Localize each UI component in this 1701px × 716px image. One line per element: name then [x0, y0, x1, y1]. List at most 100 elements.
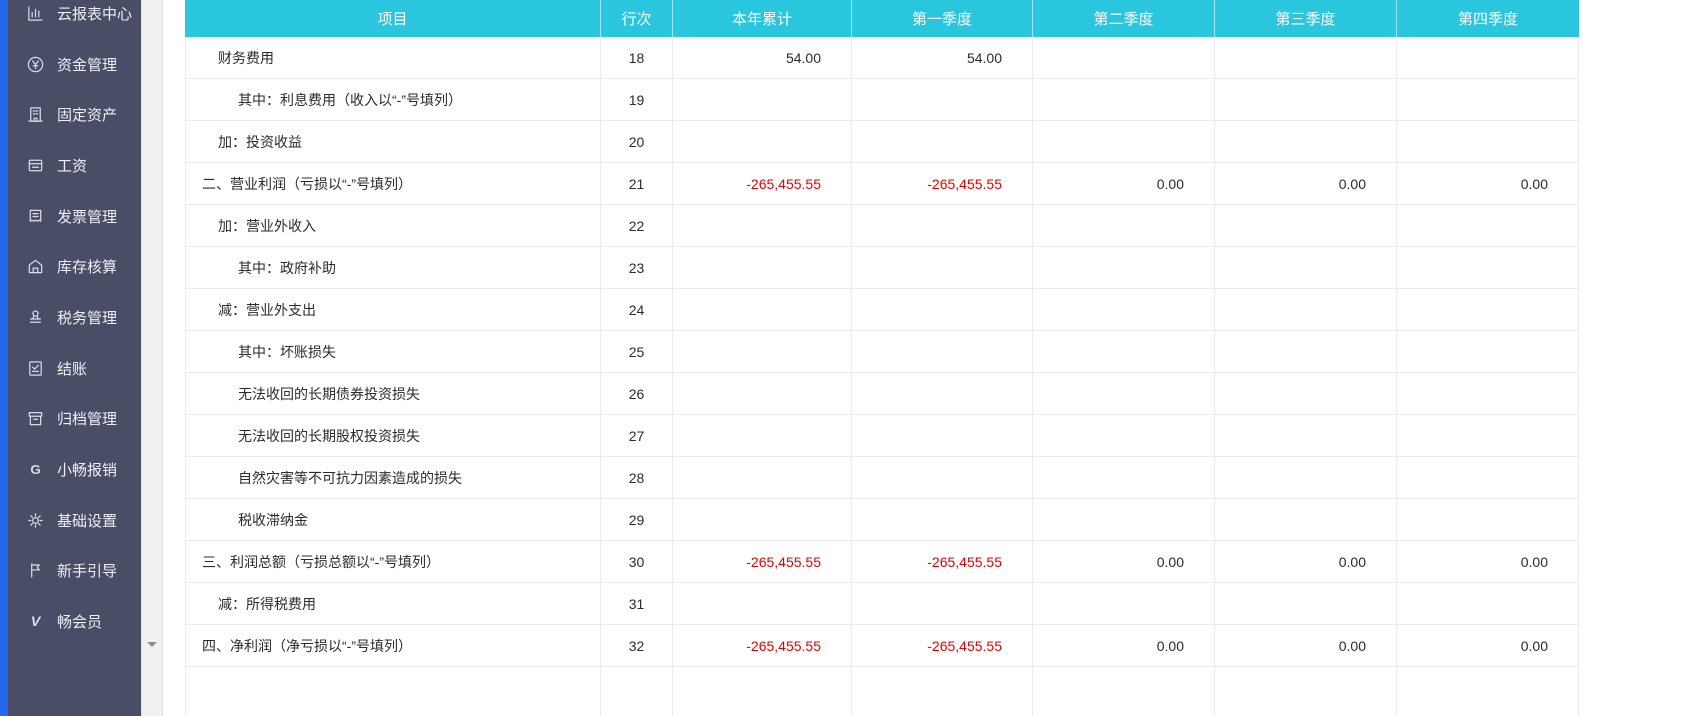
- cell-line-number: 29: [600, 499, 672, 540]
- table-row: 税收滞纳金 29: [185, 499, 1579, 541]
- cell-line-number: 18: [600, 37, 672, 78]
- cell-q1: [851, 583, 1032, 624]
- cell-q4: [1396, 289, 1579, 330]
- sidebar-item-label: 基础设置: [57, 512, 118, 530]
- column-header: 项目: [377, 11, 408, 28]
- guide-flag-icon: [25, 561, 45, 581]
- column-header: 第四季度: [1396, 0, 1579, 37]
- cell-q1: [851, 79, 1032, 120]
- cell-empty: [851, 667, 1032, 716]
- cell-q4: [1396, 415, 1579, 456]
- cell-ytd: -265,455.55: [672, 541, 851, 582]
- table-row: 其中：利息费用（收入以“-”号填列） 19: [185, 79, 1579, 121]
- cell-q4: [1396, 37, 1579, 78]
- cell-line-number: 25: [600, 331, 672, 372]
- closing-doc-icon: [25, 358, 45, 378]
- cell-q4: 0.00: [1396, 163, 1579, 204]
- sidebar-item-bar-chart[interactable]: 云报表中心: [8, 0, 141, 39]
- cell-q4: [1396, 331, 1579, 372]
- cell-empty: [185, 667, 600, 716]
- cell-q1: -265,455.55: [851, 541, 1032, 582]
- sidebar-item-gear[interactable]: 基础设置: [8, 495, 141, 546]
- sidebar-item-guide-flag[interactable]: 新手引导: [8, 546, 141, 597]
- cell-item: 减：所得税费用: [185, 583, 600, 624]
- cell-q2: 0.00: [1032, 541, 1214, 582]
- table-row: 减：营业外支出 24: [185, 289, 1579, 331]
- column-header: 第二季度: [1032, 0, 1214, 37]
- cell-item: 无法收回的长期股权投资损失: [185, 415, 600, 456]
- cell-line-number: 31: [600, 583, 672, 624]
- sidebar-item-warehouse[interactable]: 库存核算: [8, 241, 141, 292]
- sidebar-item-salary-card[interactable]: 工资: [8, 140, 141, 191]
- table-row-filler: [185, 667, 1579, 716]
- cell-ytd: [672, 247, 851, 288]
- cell-q2: [1032, 415, 1214, 456]
- cell-q3: [1214, 373, 1396, 414]
- table-row: 三、利润总额（亏损总额以“-”号填列） 30 -265,455.55 -265,455…: [185, 541, 1579, 583]
- cell-q3: 0.00: [1214, 541, 1396, 582]
- cell-q1: [851, 457, 1032, 498]
- cell-q3: [1214, 247, 1396, 288]
- sidebar-item-yuan-circle[interactable]: 资金管理: [8, 39, 141, 90]
- cell-q2: [1032, 331, 1214, 372]
- sidebar-item-invoice[interactable]: 发票管理: [8, 191, 141, 242]
- sidebar-item-v-logo[interactable]: V 畅会员: [8, 596, 141, 647]
- sidebar-item-label: 资金管理: [57, 56, 118, 74]
- cell-item: 财务费用: [185, 37, 600, 78]
- cell-q2: [1032, 247, 1214, 288]
- cell-q1: [851, 289, 1032, 330]
- warehouse-icon: [25, 257, 45, 277]
- sidebar-item-closing-doc[interactable]: 结账: [8, 343, 141, 394]
- cell-ytd: [672, 583, 851, 624]
- svg-text:G: G: [30, 462, 40, 477]
- cell-q4: [1396, 205, 1579, 246]
- cell-q1: [851, 205, 1032, 246]
- cell-empty: [1396, 667, 1579, 716]
- sidebar-scrollbar[interactable]: [141, 0, 163, 716]
- cell-ytd: [672, 373, 851, 414]
- cell-q1: [851, 247, 1032, 288]
- sidebar-item-archive-box[interactable]: 归档管理: [8, 394, 141, 445]
- invoice-icon: [25, 206, 45, 226]
- sidebar-item-g-logo[interactable]: G 小畅报销: [8, 444, 141, 495]
- sidebar-item-label: 归档管理: [57, 411, 118, 429]
- tax-stamp-icon: [25, 307, 45, 327]
- gear-icon: [25, 510, 45, 530]
- cell-line-number: 30: [600, 541, 672, 582]
- cell-q3: [1214, 37, 1396, 78]
- cell-q3: [1214, 79, 1396, 120]
- cell-ytd: [672, 289, 851, 330]
- scrollbar-down-button[interactable]: [142, 634, 162, 654]
- cell-line-number: 22: [600, 205, 672, 246]
- cell-item: 四、净利润（净亏损以“-”号填列）: [185, 625, 600, 666]
- sidebar-item-label: 小畅报销: [57, 462, 118, 480]
- column-header: 行次: [600, 0, 672, 37]
- sidebar-item-label: 固定资产: [57, 107, 118, 125]
- left-accent-bar: [0, 0, 8, 716]
- cell-line-number: 27: [600, 415, 672, 456]
- sidebar-item-label: 云报表中心: [57, 5, 133, 23]
- cell-ytd: 54.00: [672, 37, 851, 78]
- cell-item: 加：营业外收入: [185, 205, 600, 246]
- v-logo-icon: V: [25, 612, 45, 632]
- cell-q4: [1396, 499, 1579, 540]
- cell-q2: [1032, 205, 1214, 246]
- cell-q2: [1032, 373, 1214, 414]
- cell-item: 加：投资收益: [185, 121, 600, 162]
- cell-q2: [1032, 457, 1214, 498]
- building-icon: [25, 105, 45, 125]
- table-row: 财务费用 18 54.00 54.00: [185, 37, 1579, 79]
- table-row: 其中：政府补助 23: [185, 247, 1579, 289]
- cell-q4: [1396, 373, 1579, 414]
- cell-item: 其中：政府补助: [185, 247, 600, 288]
- sidebar-item-building[interactable]: 固定资产: [8, 89, 141, 140]
- cell-ytd: -265,455.55: [672, 625, 851, 666]
- sidebar-item-tax-stamp[interactable]: 税务管理: [8, 292, 141, 343]
- cell-item: 其中：坏账损失: [185, 331, 600, 372]
- cell-item: 二、营业利润（亏损以“-”号填列）: [185, 163, 600, 204]
- table-row: 无法收回的长期债券投资损失 26: [185, 373, 1579, 415]
- cell-q2: [1032, 499, 1214, 540]
- cell-q2: [1032, 583, 1214, 624]
- cell-q2: 0.00: [1032, 625, 1214, 666]
- cell-item: 三、利润总额（亏损总额以“-”号填列）: [185, 541, 600, 582]
